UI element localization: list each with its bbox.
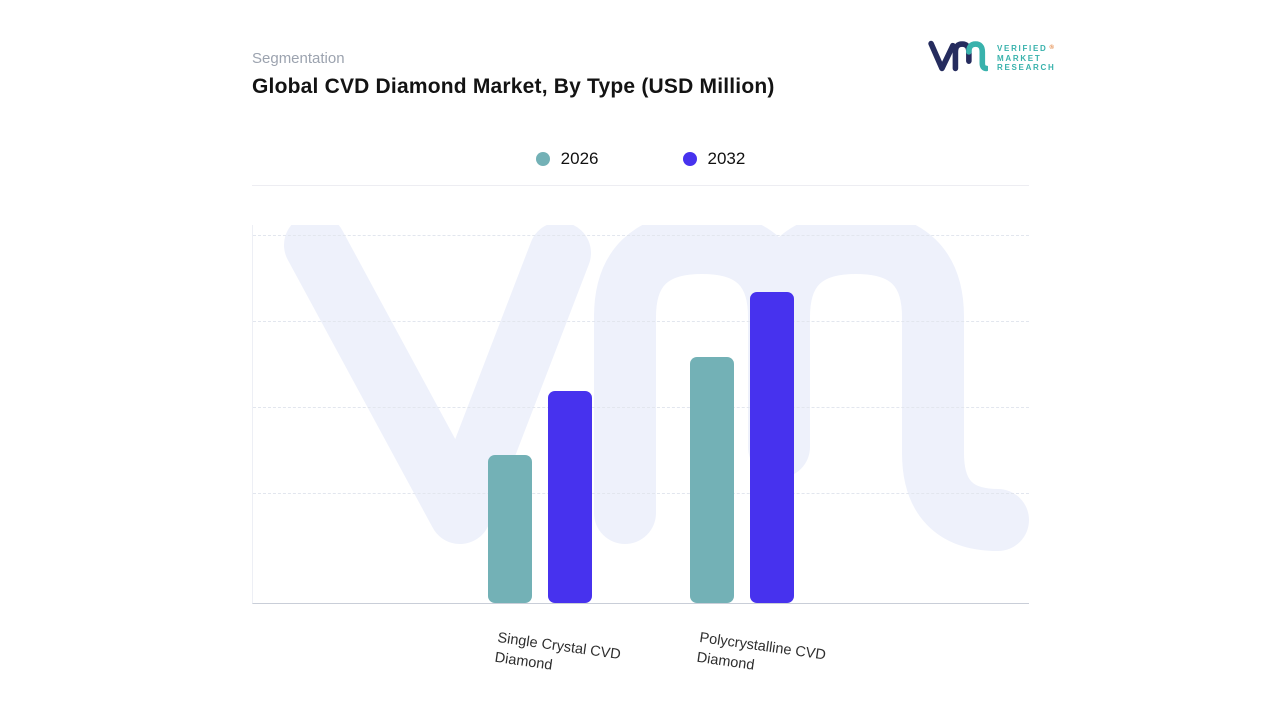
legend-divider-line [252, 185, 1029, 186]
vmr-wordmark-line2: MARKET [997, 53, 1042, 63]
x-axis-labels: Single Crystal CVD Diamond Polycrystallin… [252, 628, 1029, 708]
bar-2032-polycrystalline-cvd-diamond[interactable] [750, 292, 794, 603]
gridline [253, 321, 1029, 322]
legend-label-2032: 2032 [707, 149, 746, 168]
bar-2026-polycrystalline-cvd-diamond[interactable] [690, 357, 734, 603]
chart-title: Global CVD Diamond Market, By Type (USD … [252, 75, 775, 98]
x-axis-label-single-crystal-cvd-diamond: Single Crystal CVD Diamond [493, 629, 622, 675]
gridline [253, 407, 1029, 408]
legend-item-2026[interactable]: 2026 [535, 149, 599, 169]
bar-2032-single-crystal-cvd-diamond[interactable] [548, 391, 592, 603]
legend-swatch-2032 [682, 152, 697, 166]
vmr-wordmark-line1: VERIFIED ® [997, 44, 1056, 54]
bar-group-polycrystalline-cvd-diamond [690, 292, 794, 603]
gridline [253, 493, 1029, 494]
chart-legend: 2026 2032 [252, 149, 1029, 169]
vmr-logo: VERIFIED ® MARKET RESEARCH [928, 38, 1056, 79]
legend-swatch-2026 [535, 152, 550, 166]
registered-trademark-icon: ® [1049, 45, 1054, 52]
bar-group-single-crystal-cvd-diamond [488, 391, 592, 603]
legend-label-2026: 2026 [560, 149, 599, 168]
vmr-wordmark-line3: RESEARCH [997, 63, 1056, 73]
legend-item-2032[interactable]: 2032 [682, 149, 746, 169]
vmr-wordmark-verified: VERIFIED [997, 44, 1048, 54]
bar-2026-single-crystal-cvd-diamond[interactable] [488, 455, 532, 603]
vmr-monogram-icon [928, 38, 990, 79]
eyebrow-label: Segmentation [252, 50, 345, 67]
x-axis-label-polycrystalline-cvd-diamond: Polycrystalline CVD Diamond [695, 629, 827, 675]
vmr-watermark-icon [284, 225, 1029, 551]
vmr-wordmark: VERIFIED ® MARKET RESEARCH [997, 44, 1056, 73]
plot-area [252, 225, 1029, 604]
gridline [253, 235, 1029, 236]
